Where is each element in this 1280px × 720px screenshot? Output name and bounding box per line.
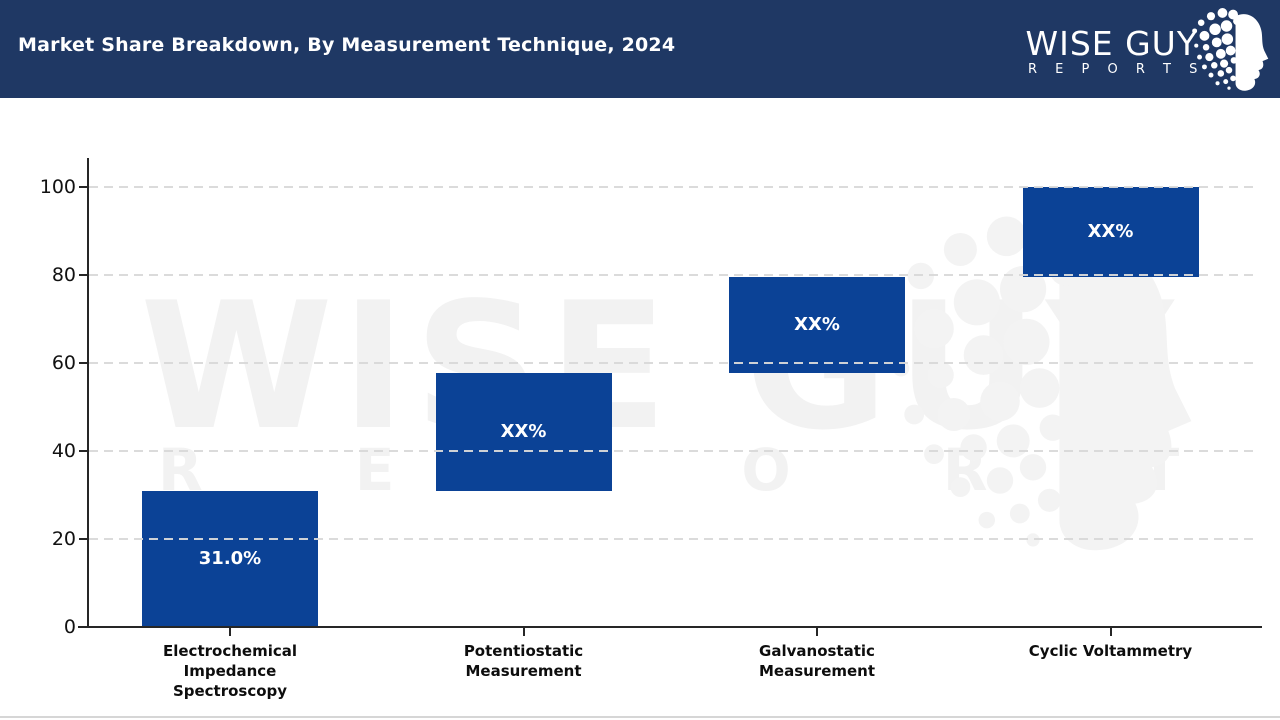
header: Market Share Breakdown, By Measurement T… [0, 0, 1280, 98]
gridline-40 [89, 450, 1258, 452]
x-category-label: Potentiostatic Measurement [463, 642, 584, 680]
chart-area: WISE GUY R E P O R T S [0, 98, 1280, 720]
y-tick-mark [79, 362, 88, 364]
gridline-20 [89, 538, 1258, 540]
x-category-label: Cyclic Voltammetry [1028, 642, 1193, 660]
y-tick-mark [79, 450, 88, 452]
y-tick-label: 20 [51, 528, 76, 550]
x-category-label: Galvanostatic Measurement [758, 642, 876, 680]
y-tick-mark [79, 274, 88, 276]
gridline-60 [89, 362, 1258, 364]
bar-potentiostatic-measurement: XX% [435, 373, 612, 491]
wise-guy-logo: WISE GUY R E P O R T S [1020, 6, 1270, 94]
x-category-label: Electrochemical Impedance Spectroscopy [163, 642, 297, 700]
y-axis-line [87, 158, 89, 628]
y-tick-mark [79, 538, 88, 540]
bar-value-label: XX% [794, 314, 840, 336]
bar-value-label: 31.0% [198, 548, 262, 570]
x-axis-line [78, 626, 1262, 628]
footer-rule [0, 716, 1280, 718]
page-title: Market Share Breakdown, By Measurement T… [18, 34, 676, 56]
logo-subtitle: R E P O R T S [1028, 62, 1205, 77]
bar-value-label: XX% [500, 421, 547, 443]
bar-cyclic-voltammetry: XX% [1022, 187, 1199, 277]
y-tick-label: 40 [51, 440, 76, 462]
logo-head-icon [1192, 8, 1269, 91]
x-tick-mark [522, 628, 525, 636]
x-tick-mark [229, 628, 231, 636]
y-tick-mark [79, 626, 88, 628]
y-tick-label: 80 [51, 264, 76, 286]
bar-value-label: XX% [1087, 221, 1134, 243]
gridline-80 [89, 274, 1258, 276]
y-tick-label: 100 [39, 176, 76, 198]
logo-wordmark: WISE GUY [1025, 24, 1198, 63]
x-tick-mark [1109, 628, 1112, 636]
y-tick-label: 60 [51, 352, 76, 374]
bar-electrochemical-impedance-spectroscopy: 31.0% [142, 490, 318, 627]
gridline-100 [89, 186, 1258, 188]
x-tick-mark [816, 628, 818, 636]
y-tick-label: 0 [63, 616, 76, 638]
y-tick-mark [79, 186, 88, 188]
bar-galvanostatic-measurement: XX% [729, 276, 905, 374]
